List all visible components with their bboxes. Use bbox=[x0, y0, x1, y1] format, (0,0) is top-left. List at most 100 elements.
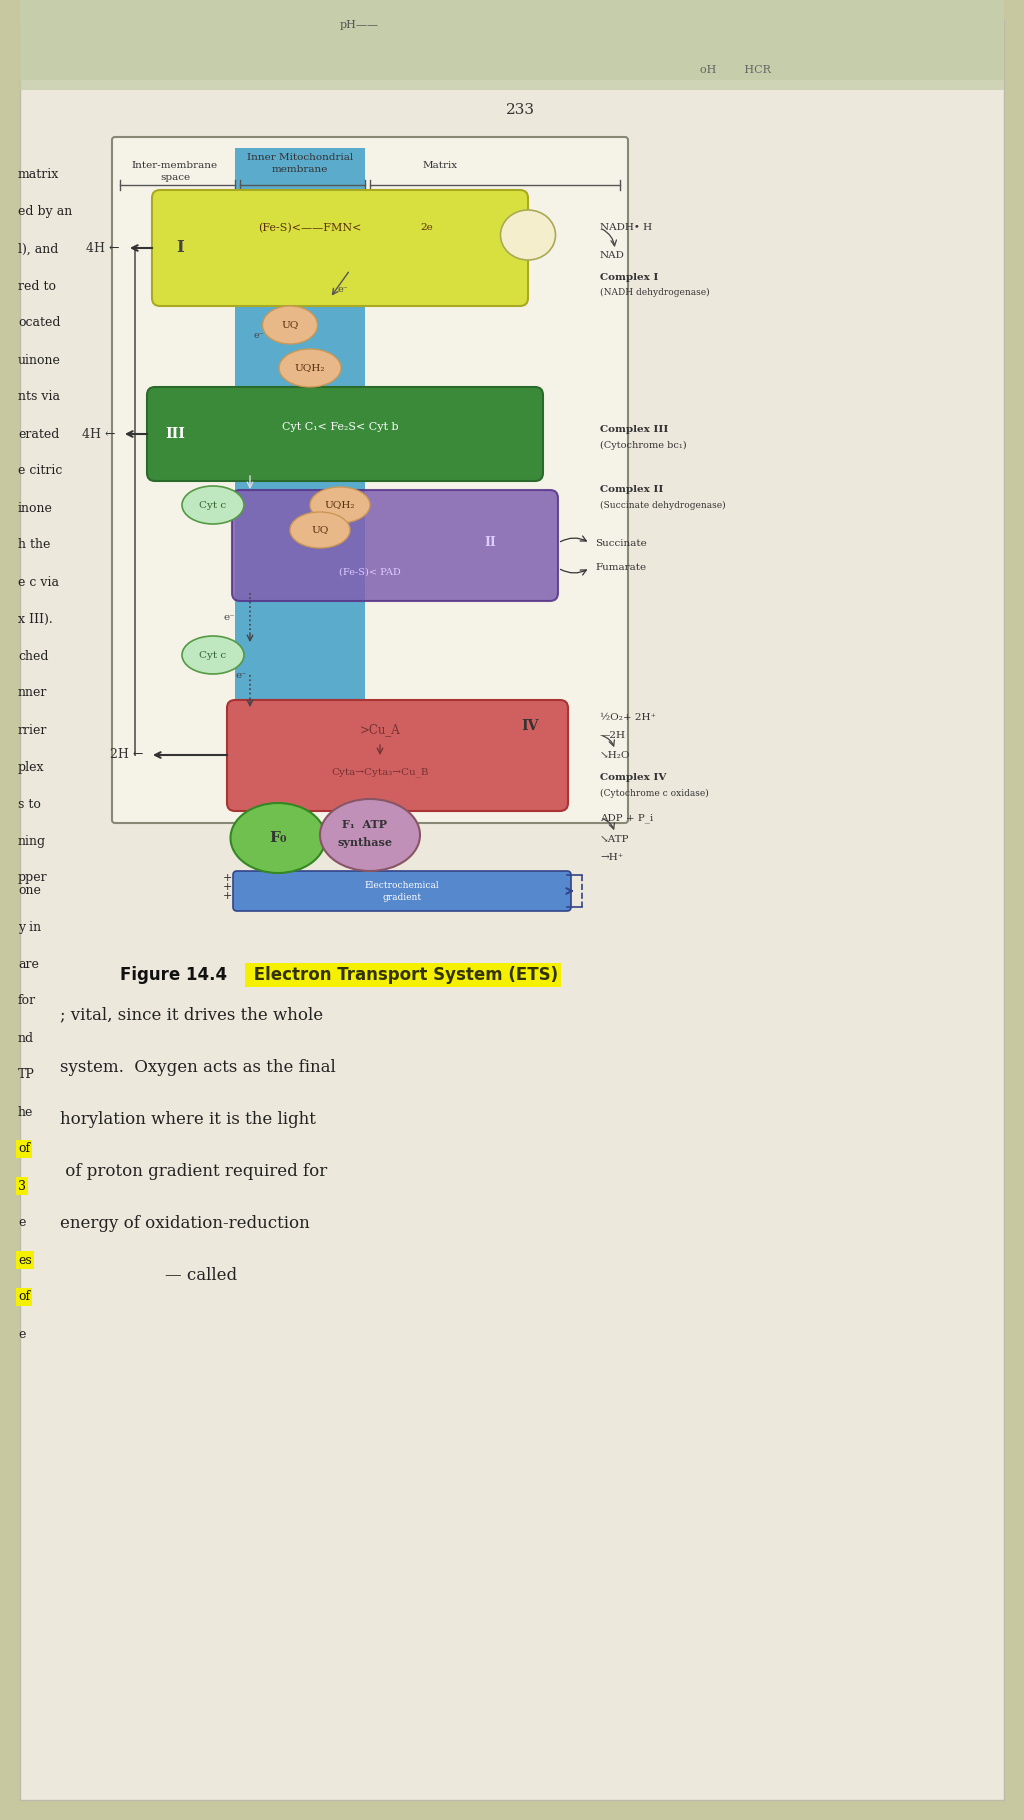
Text: ocated: ocated bbox=[18, 317, 60, 329]
Text: one: one bbox=[18, 883, 41, 897]
Text: e⁻: e⁻ bbox=[253, 331, 264, 340]
Text: Matrix: Matrix bbox=[423, 160, 458, 169]
Text: of proton gradient required for: of proton gradient required for bbox=[60, 1163, 328, 1179]
Text: I: I bbox=[176, 240, 184, 257]
Text: F₀: F₀ bbox=[269, 832, 287, 844]
Text: 233: 233 bbox=[506, 104, 535, 116]
Text: 3: 3 bbox=[18, 1179, 26, 1192]
Text: s to: s to bbox=[18, 797, 41, 810]
Text: UQH₂: UQH₂ bbox=[325, 501, 355, 510]
Text: membrane: membrane bbox=[271, 166, 328, 175]
Ellipse shape bbox=[230, 803, 326, 874]
Text: ↘H₂O: ↘H₂O bbox=[600, 750, 631, 759]
Text: Complex II: Complex II bbox=[600, 486, 664, 495]
Text: Electrochemical: Electrochemical bbox=[365, 881, 439, 890]
Ellipse shape bbox=[182, 635, 244, 673]
Text: e⁻: e⁻ bbox=[223, 613, 234, 622]
Text: uinone: uinone bbox=[18, 353, 60, 366]
Text: 4H ←: 4H ← bbox=[82, 428, 115, 440]
Text: oH        HCR: oH HCR bbox=[700, 66, 771, 75]
Text: III: III bbox=[165, 428, 185, 440]
Text: TP: TP bbox=[18, 1068, 35, 1081]
Text: h the: h the bbox=[18, 539, 50, 551]
Text: —2H: —2H bbox=[600, 730, 626, 739]
Text: of: of bbox=[18, 1143, 30, 1156]
Text: F₁  ATP: F₁ ATP bbox=[342, 819, 387, 830]
Text: (NADH dehydrogenase): (NADH dehydrogenase) bbox=[600, 288, 710, 297]
FancyBboxPatch shape bbox=[20, 0, 1004, 89]
Text: synthase: synthase bbox=[338, 837, 392, 848]
Text: e⁻: e⁻ bbox=[338, 286, 349, 295]
Text: matrix: matrix bbox=[18, 169, 59, 182]
Text: (Cytochrome c oxidase): (Cytochrome c oxidase) bbox=[600, 788, 709, 797]
Text: II: II bbox=[484, 537, 496, 550]
Text: horylation where it is the light: horylation where it is the light bbox=[60, 1110, 315, 1128]
FancyBboxPatch shape bbox=[147, 388, 543, 480]
Ellipse shape bbox=[262, 306, 317, 344]
Text: +: + bbox=[222, 874, 231, 883]
Text: are: are bbox=[18, 957, 39, 970]
FancyBboxPatch shape bbox=[227, 701, 568, 812]
Text: ; vital, since it drives the whole: ; vital, since it drives the whole bbox=[60, 1006, 324, 1023]
Text: Cyt C₁< Fe₂S< Cyt b: Cyt C₁< Fe₂S< Cyt b bbox=[282, 422, 398, 431]
Text: (Fe-S)<——FMN<: (Fe-S)<——FMN< bbox=[258, 222, 361, 233]
Text: +: + bbox=[222, 892, 231, 901]
Text: space: space bbox=[160, 173, 190, 182]
Text: ADP + P_i: ADP + P_i bbox=[600, 814, 653, 823]
FancyBboxPatch shape bbox=[152, 189, 528, 306]
Text: energy of oxidation-reduction: energy of oxidation-reduction bbox=[60, 1214, 309, 1232]
Text: y in: y in bbox=[18, 921, 41, 934]
Text: NAD: NAD bbox=[600, 251, 625, 260]
Text: Cyta→Cyta₃→Cu_B: Cyta→Cyta₃→Cu_B bbox=[331, 768, 429, 777]
Text: IV: IV bbox=[521, 719, 539, 733]
Text: (Fe-S)< PAD: (Fe-S)< PAD bbox=[339, 568, 400, 577]
Text: nd: nd bbox=[18, 1032, 34, 1045]
Text: nts via: nts via bbox=[18, 391, 60, 404]
Text: e: e bbox=[18, 1327, 26, 1341]
Text: ½O₂+ 2H⁺: ½O₂+ 2H⁺ bbox=[600, 713, 656, 723]
Text: UQ: UQ bbox=[311, 526, 329, 535]
Text: Cyt c: Cyt c bbox=[200, 650, 226, 659]
Text: pper: pper bbox=[18, 872, 48, 885]
Text: Cyt c: Cyt c bbox=[200, 501, 226, 510]
Text: ning: ning bbox=[18, 835, 46, 848]
Text: es: es bbox=[18, 1254, 32, 1267]
Text: Electron Transport System (ETS): Electron Transport System (ETS) bbox=[248, 966, 558, 985]
FancyBboxPatch shape bbox=[233, 872, 571, 912]
Text: e⁻: e⁻ bbox=[234, 672, 247, 681]
Text: Inner Mitochondrial: Inner Mitochondrial bbox=[247, 153, 353, 162]
FancyBboxPatch shape bbox=[112, 136, 628, 823]
FancyBboxPatch shape bbox=[20, 0, 1004, 80]
Text: Complex III: Complex III bbox=[600, 426, 669, 435]
Text: rrier: rrier bbox=[18, 724, 47, 737]
FancyBboxPatch shape bbox=[232, 490, 558, 601]
Ellipse shape bbox=[501, 209, 555, 260]
Text: →H⁺: →H⁺ bbox=[600, 854, 624, 863]
Text: e citric: e citric bbox=[18, 464, 62, 477]
Text: Inter-membrane: Inter-membrane bbox=[132, 160, 218, 169]
Text: he: he bbox=[18, 1105, 34, 1119]
Text: +: + bbox=[222, 883, 231, 892]
Text: e: e bbox=[18, 1216, 26, 1230]
Text: Succinate: Succinate bbox=[595, 539, 647, 548]
Ellipse shape bbox=[182, 486, 244, 524]
Text: Complex I: Complex I bbox=[600, 273, 658, 282]
Text: l), and: l), and bbox=[18, 242, 58, 255]
Text: ↘ATP: ↘ATP bbox=[600, 835, 630, 844]
Text: x III).: x III). bbox=[18, 613, 53, 626]
Text: red to: red to bbox=[18, 280, 56, 293]
Text: e c via: e c via bbox=[18, 575, 59, 588]
Text: ched: ched bbox=[18, 650, 48, 662]
Text: 2e: 2e bbox=[420, 224, 433, 233]
Text: erated: erated bbox=[18, 428, 59, 440]
FancyBboxPatch shape bbox=[20, 20, 1004, 1800]
Text: of: of bbox=[18, 1290, 30, 1303]
Ellipse shape bbox=[310, 488, 370, 522]
Text: Fumarate: Fumarate bbox=[595, 564, 646, 573]
Text: UQ: UQ bbox=[282, 320, 299, 329]
Text: nner: nner bbox=[18, 686, 47, 699]
Text: for: for bbox=[18, 994, 36, 1008]
Text: plex: plex bbox=[18, 761, 44, 774]
Text: Complex IV: Complex IV bbox=[600, 774, 667, 783]
Text: Figure 14.4: Figure 14.4 bbox=[120, 966, 227, 985]
